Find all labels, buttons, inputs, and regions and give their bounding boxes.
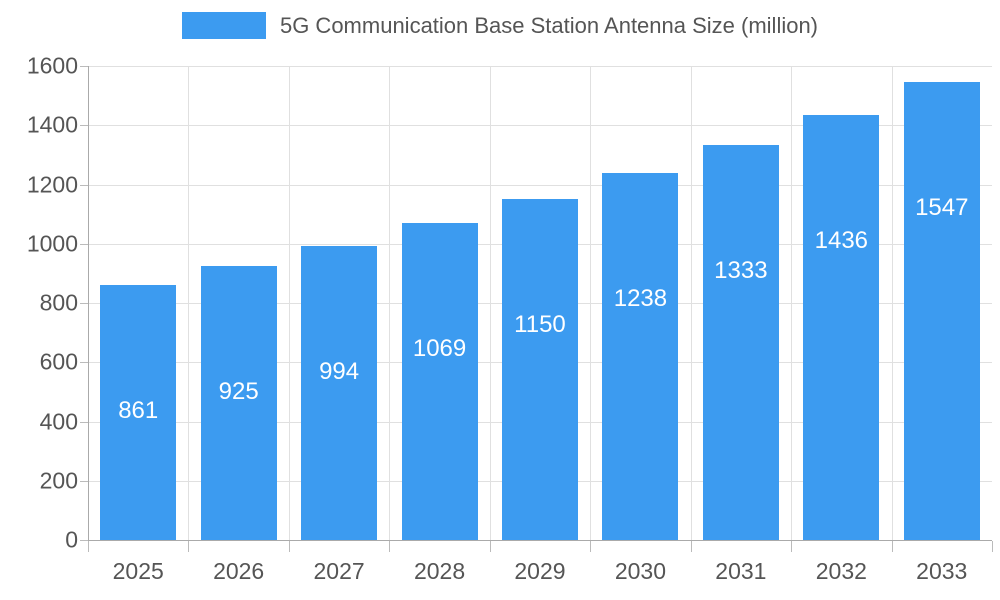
- y-tick-mark: [80, 540, 88, 541]
- x-tick-mark: [690, 541, 692, 552]
- x-tick-mark: [489, 541, 491, 552]
- bar[interactable]: [502, 199, 578, 540]
- x-tick-label: 2027: [313, 558, 365, 584]
- x-tick-mark: [188, 541, 190, 552]
- legend-item-label: 5G Communication Base Station Antenna Si…: [279, 13, 819, 38]
- y-tick-mark: [80, 243, 88, 245]
- bar[interactable]: [602, 173, 679, 540]
- y-tick-label: 0: [65, 526, 78, 553]
- y-tick-mark: [80, 362, 88, 364]
- gridline-vertical: [891, 66, 893, 540]
- y-tick-label: 200: [39, 467, 78, 494]
- gridline-vertical: [791, 66, 793, 540]
- bar[interactable]: [803, 114, 880, 540]
- gridline-vertical: [389, 66, 391, 540]
- x-tick-mark: [88, 541, 89, 552]
- legend-swatch-icon: [181, 12, 266, 39]
- y-tick-label: 600: [39, 348, 78, 375]
- y-tick-mark: [80, 184, 88, 186]
- bar-value-label: 925: [218, 377, 259, 405]
- x-tick-label: 2030: [614, 558, 667, 584]
- gridline-vertical: [590, 66, 592, 540]
- x-axis-line: [88, 540, 992, 541]
- gridline-vertical: [188, 66, 190, 540]
- y-tick-label: 400: [39, 408, 78, 434]
- bar[interactable]: [401, 223, 478, 540]
- x-tick-label: 2031: [715, 558, 767, 584]
- x-tick-label: 2026: [213, 558, 265, 584]
- y-tick-mark: [80, 421, 88, 423]
- y-tick-mark: [80, 303, 88, 304]
- bar-value-label: 994: [319, 357, 360, 385]
- gridline-vertical: [288, 66, 290, 540]
- bar-value-label: 861: [118, 396, 159, 424]
- x-tick-label: 2025: [112, 558, 164, 584]
- x-tick-label: 2028: [413, 558, 466, 584]
- bar-value-label: 1547: [915, 193, 969, 221]
- x-tick-label: 2029: [514, 558, 566, 584]
- y-tick-mark: [80, 66, 88, 67]
- bar-value-label: 1069: [412, 335, 467, 363]
- bar[interactable]: [301, 245, 378, 540]
- bar[interactable]: [200, 265, 277, 540]
- x-tick-mark: [389, 541, 391, 552]
- bar-value-label: 1238: [613, 285, 668, 313]
- bar-value-label: 1436: [814, 226, 869, 254]
- bar[interactable]: [903, 81, 980, 540]
- bar-value-label: 1150: [514, 311, 566, 339]
- y-tick-label: 1400: [26, 111, 78, 138]
- x-tick-label: 2033: [916, 558, 968, 584]
- y-axis-line: [88, 66, 89, 540]
- x-tick-mark: [791, 541, 793, 552]
- x-tick-label: 2032: [815, 558, 867, 584]
- bar-value-label: 1333: [714, 257, 768, 285]
- y-tick-label: 1600: [26, 52, 78, 79]
- x-tick-mark: [992, 541, 993, 552]
- bar[interactable]: [100, 284, 177, 540]
- gridline-vertical: [690, 66, 692, 540]
- gridline-horizontal: [88, 184, 992, 186]
- y-tick-label: 1000: [26, 230, 78, 257]
- x-tick-mark: [288, 541, 290, 552]
- bar[interactable]: [702, 145, 779, 540]
- gridline-horizontal: [88, 125, 992, 127]
- y-tick-mark: [80, 125, 88, 127]
- chart-legend: 5G Communication Base Station Antenna Si…: [0, 12, 1000, 39]
- legend-item-0[interactable]: 5G Communication Base Station Antenna Si…: [181, 12, 819, 39]
- x-tick-mark: [891, 541, 893, 552]
- x-tick-mark: [590, 541, 592, 552]
- y-tick-mark: [80, 480, 88, 482]
- y-tick-label: 800: [39, 289, 78, 316]
- gridline-vertical: [489, 66, 491, 540]
- y-tick-label: 1200: [26, 171, 78, 197]
- gridline-horizontal: [88, 66, 992, 67]
